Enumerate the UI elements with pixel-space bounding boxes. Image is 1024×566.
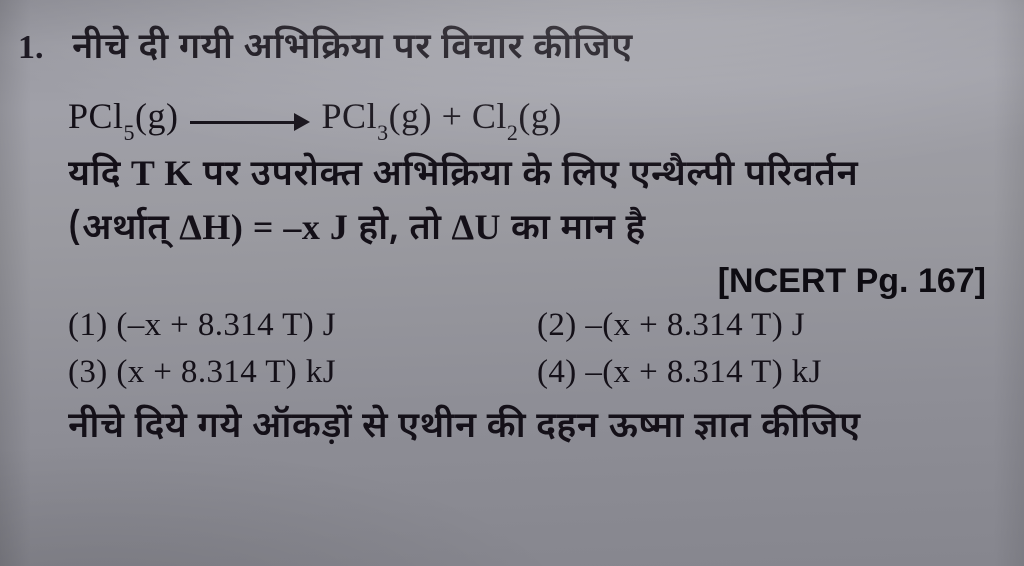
condition-line-1: यदि T K पर उपरोक्त अभिक्रिया के लिए एन्थ… (68, 152, 994, 200)
cond-b-pre: (अर्थात् (68, 207, 179, 254)
options-grid: (1) (–x + 8.314 T) J (2) –(x + 8.314 T) … (68, 307, 994, 391)
cond-b-post: का मान है (501, 207, 646, 254)
cond-a-tk: T K (131, 153, 193, 193)
reaction-equation: PCl5(g) PCl3(g) + Cl2(g) (68, 95, 994, 142)
cond-b-mid: हो, तो (348, 207, 451, 254)
option-4: (4) –(x + 8.314 T) kJ (537, 354, 994, 391)
cond-a-post: पर उपरोक्त अभिक्रिया के लिए एन्थैल्पी पर… (193, 153, 859, 200)
question-prompt: नीचे दी गयी अभिक्रिया पर विचार कीजिए (72, 26, 994, 73)
question-header-row: 1. नीचे दी गयी अभिक्रिया पर विचार कीजिए (14, 20, 994, 73)
rhs1-species: PCl (322, 96, 378, 136)
cond-a-pre: यदि (68, 153, 131, 200)
question-number: 1. (14, 29, 72, 67)
lhs-sub: 5 (124, 120, 136, 145)
page: 1. नीचे दी गयी अभिक्रिया पर विचार कीजिए … (0, 0, 1024, 566)
rhs2-species: Cl (472, 96, 507, 136)
rhs2-phase: (g) (518, 96, 561, 136)
lhs-species: PCl (68, 96, 124, 136)
condition-line-2: (अर्थात् ΔH) = –x J हो, तो ΔU का मान है (68, 206, 994, 254)
cond-b-du: ΔU (451, 207, 501, 247)
ncert-reference: [NCERT Pg. 167] (14, 262, 986, 301)
lhs-phase: (g) (135, 96, 178, 136)
option-2: (2) –(x + 8.314 T) J (537, 307, 994, 344)
option-1: (1) (–x + 8.314 T) J (68, 307, 525, 344)
next-question-fragment: नीचे दिये गये ऑकड़ों से एथीन की दहन ऊष्म… (68, 405, 994, 452)
rhs2-sub: 2 (507, 120, 519, 145)
reaction-arrow-icon (190, 110, 310, 130)
rhs1-phase: (g) (389, 96, 432, 136)
rhs1-sub: 3 (377, 120, 389, 145)
plus-sign: + (442, 96, 463, 136)
option-3: (3) (x + 8.314 T) kJ (68, 354, 525, 391)
cond-b-dh: ΔH) = –x J (179, 207, 348, 247)
